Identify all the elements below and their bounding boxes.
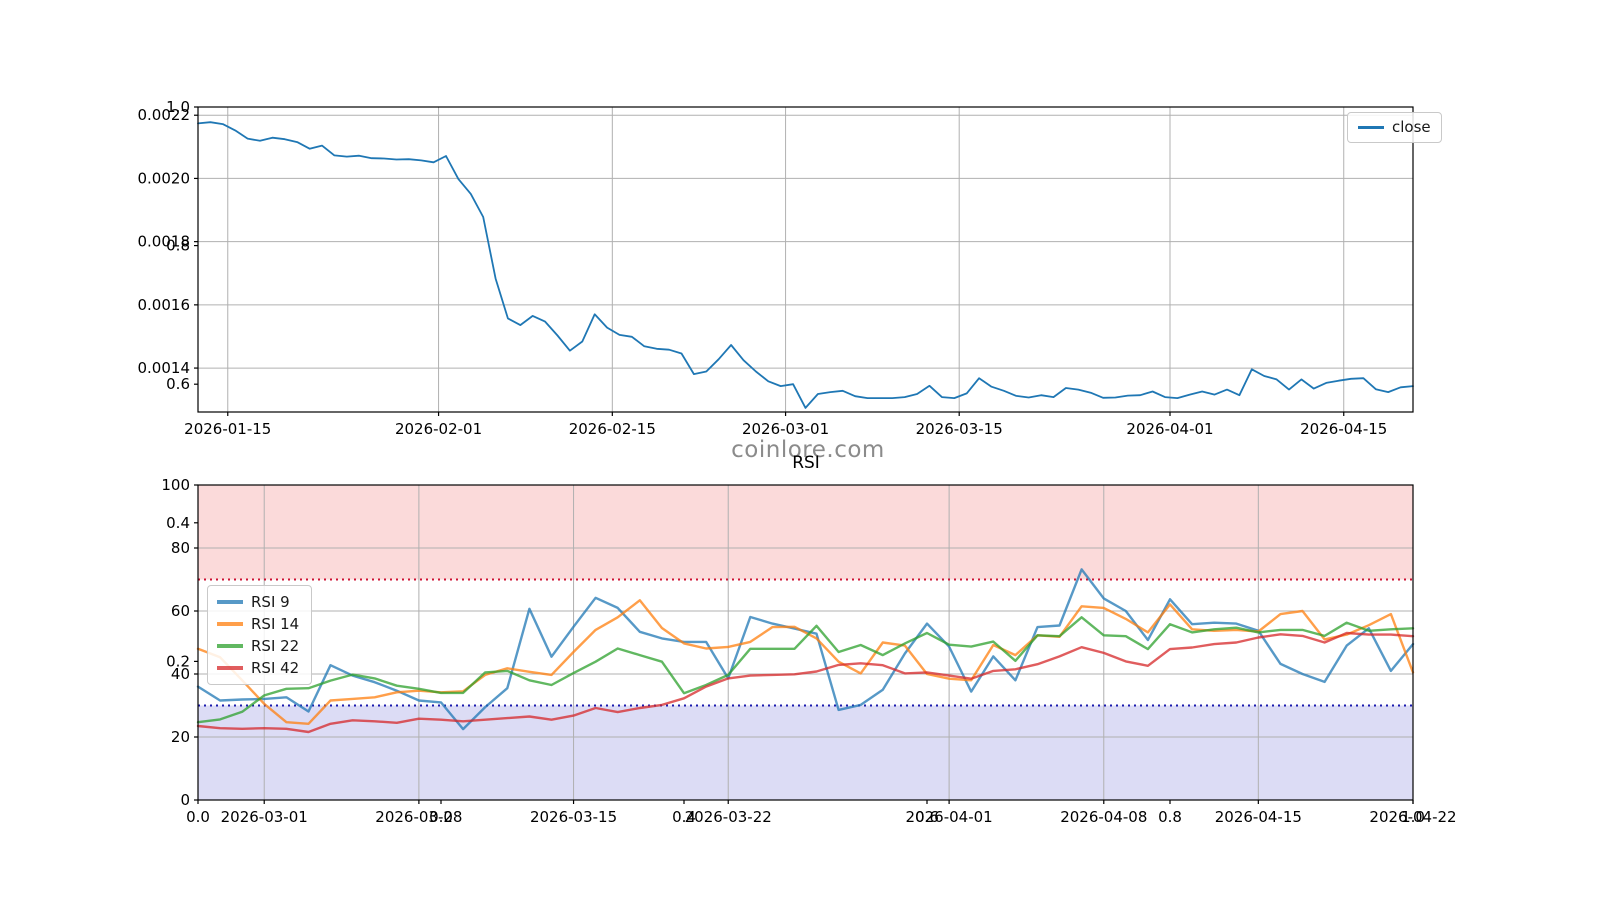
ghost-x-tick-label: 0.2 <box>429 808 453 826</box>
rsi-x-tick-label: 2026-03-22 <box>685 808 772 826</box>
close-line-swatch <box>1358 125 1384 129</box>
rsi-x-tick-label: 2026-04-08 <box>1060 808 1147 826</box>
rsi-title: RSI <box>792 453 820 473</box>
price-legend: close <box>1347 112 1442 143</box>
rsi-22-line <box>196 616 1415 724</box>
price-y-tick-label: 0.0020 <box>138 169 191 187</box>
rsi-14-legend-label: RSI 14 <box>251 615 300 633</box>
close-line <box>197 121 1414 409</box>
ghost-y-tick-label: 0.2 <box>166 652 190 670</box>
overbought-region <box>198 485 1413 580</box>
price-x-tick-label: 2026-04-01 <box>1126 420 1213 438</box>
rsi-x-tick-label: 2026-04-15 <box>1215 808 1302 826</box>
ghost-x-tick-label: 0.0 <box>186 808 210 826</box>
rsi-y-tick-label: 20 <box>171 728 190 746</box>
rsi-x-tick-label: 2026-03-01 <box>221 808 308 826</box>
watermark: coinlore.com <box>731 437 885 463</box>
rsi-y-tick-label: 80 <box>171 539 190 557</box>
rsi-y-tick-label: 0 <box>180 791 190 809</box>
rsi-y-tick-label: 60 <box>171 602 190 620</box>
rsi-legend-row: RSI 9 <box>217 591 299 613</box>
price-x-tick-label: 2026-02-01 <box>395 420 482 438</box>
price-y-tick-label: 0.0014 <box>138 359 191 377</box>
price-axes-border <box>197 106 1414 413</box>
close-legend-label: close <box>1392 118 1431 136</box>
price-y-tick-label: 0.0016 <box>138 296 191 314</box>
ghost-y-tick-label: 0.4 <box>166 514 190 532</box>
ghost-y-tick-label: 0.6 <box>166 375 190 393</box>
price-x-tick-label: 2026-03-01 <box>742 420 829 438</box>
price-x-tick-label: 2026-03-15 <box>916 420 1003 438</box>
rsi-axes-border <box>197 484 1414 801</box>
rsi-x-tick-label: 2026-03-08 <box>375 808 462 826</box>
rsi-legend-row: RSI 42 <box>217 657 299 679</box>
rsi-legend-row: RSI 14 <box>217 613 299 635</box>
rsi-y-tick-label: 40 <box>171 665 190 683</box>
ghost-y-tick-label: 0.8 <box>166 237 190 255</box>
ghost-x-tick-label: 1.0 <box>1401 808 1425 826</box>
ghost-x-tick-label: 0.6 <box>915 808 939 826</box>
rsi-42-line <box>196 631 1415 734</box>
price-y-tick-label: 0.0022 <box>138 106 191 124</box>
rsi-y-tick-label: 100 <box>161 476 190 494</box>
rsi-legend: RSI 9 RSI 14 RSI 22 RSI 42 <box>207 585 313 685</box>
ghost-x-tick-label: 0.8 <box>1158 808 1182 826</box>
rsi-22-legend-label: RSI 22 <box>251 637 300 655</box>
rsi-legend-row: RSI 22 <box>217 635 299 657</box>
price-x-tick-label: 2026-02-15 <box>569 420 656 438</box>
rsi-42-legend-label: RSI 42 <box>251 659 300 677</box>
rsi-9-swatch <box>217 600 243 604</box>
rsi-9-legend-label: RSI 9 <box>251 593 290 611</box>
rsi-x-tick-label: 2026-04-01 <box>906 808 993 826</box>
price-legend-row: close <box>1358 116 1431 138</box>
rsi-14-swatch <box>217 622 243 626</box>
rsi-x-tick-label: 2026-03-15 <box>530 808 617 826</box>
oversold-region <box>198 705 1413 800</box>
ghost-y-tick-label: 1.0 <box>166 98 190 116</box>
rsi-x-tick-label: 2026-04-22 <box>1369 808 1456 826</box>
price-y-tick-label: 0.0018 <box>138 233 191 251</box>
price-x-tick-label: 2026-04-15 <box>1300 420 1387 438</box>
price-x-tick-label: 2026-01-15 <box>184 420 271 438</box>
ghost-x-tick-label: 0.4 <box>672 808 696 826</box>
rsi-42-swatch <box>217 666 243 670</box>
rsi-22-swatch <box>217 644 243 648</box>
